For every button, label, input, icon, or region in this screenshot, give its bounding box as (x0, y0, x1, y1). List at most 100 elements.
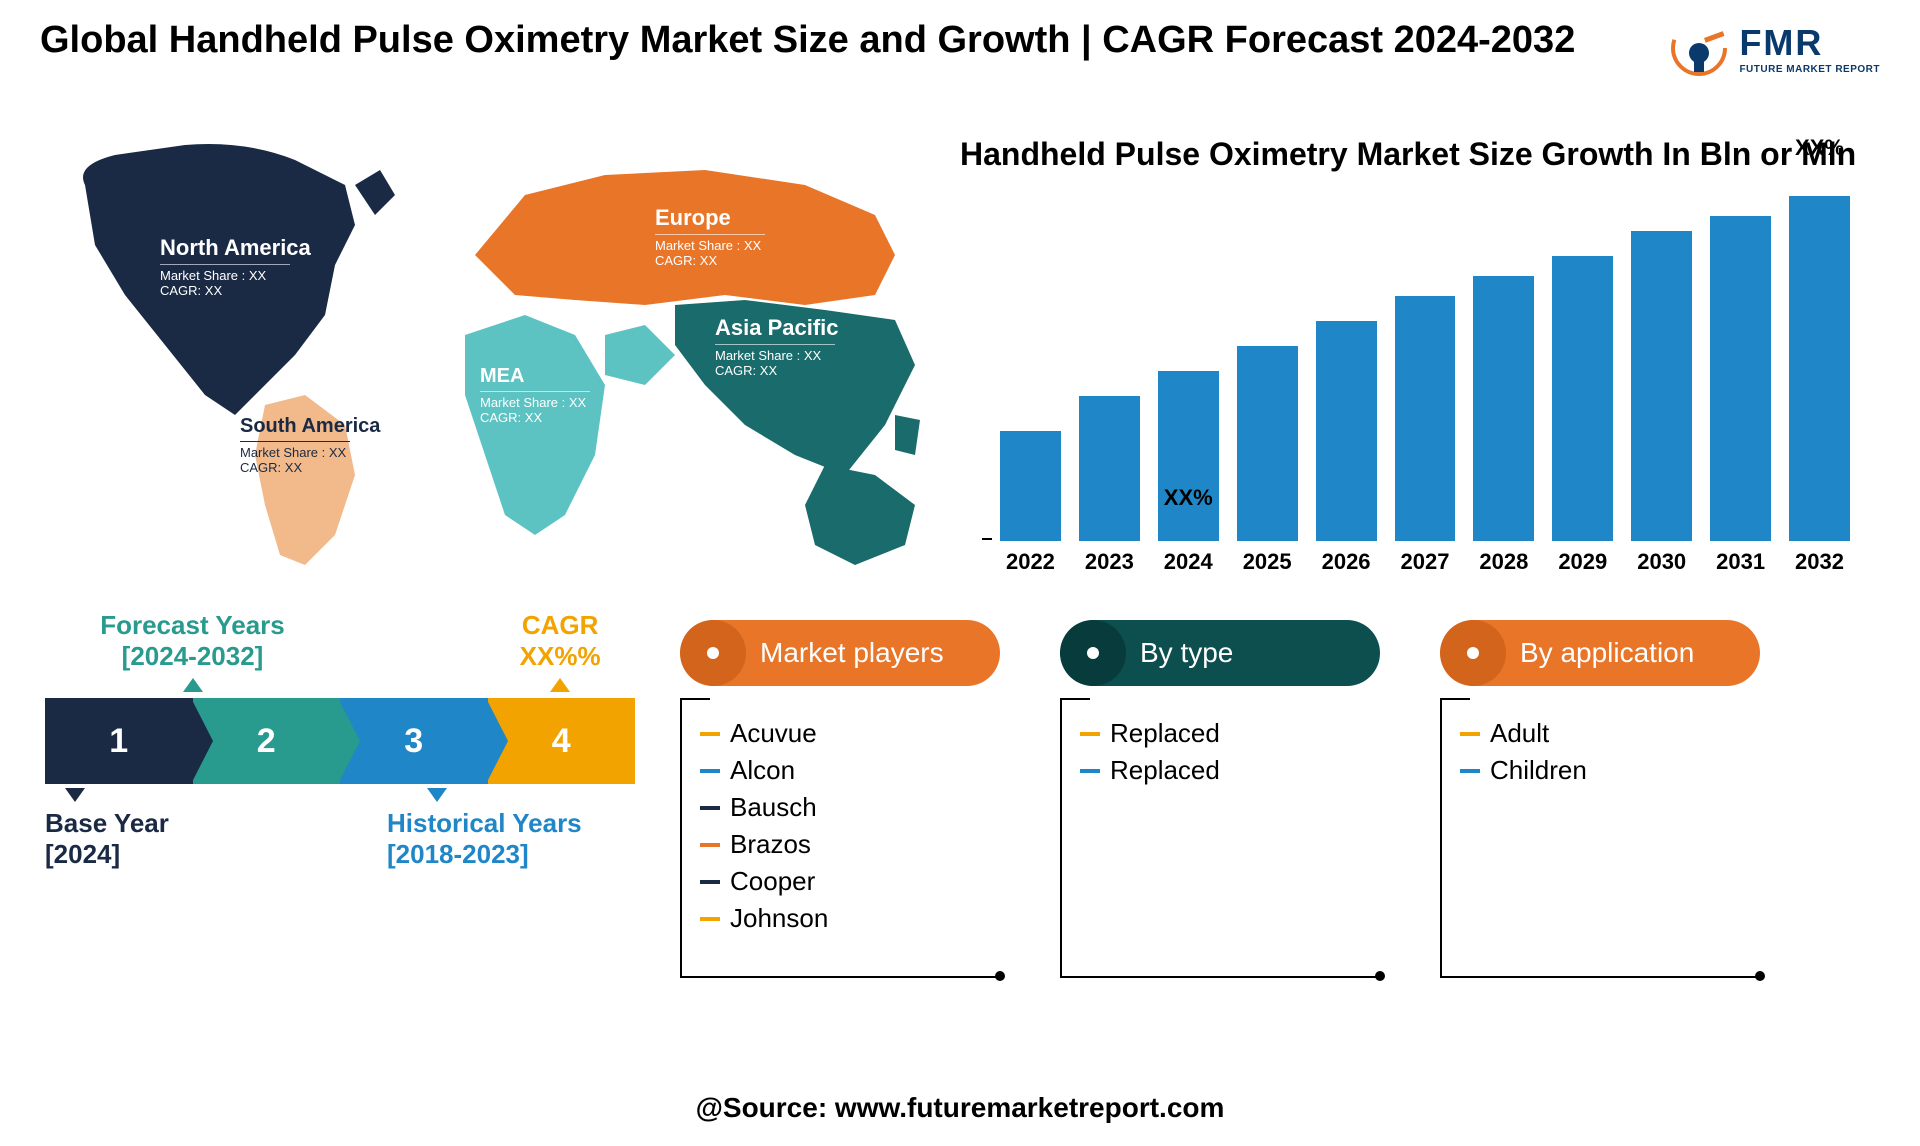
chevron-2: 2 (193, 698, 341, 784)
map-region-mea: MEA Market Share : XX CAGR: XX (480, 365, 590, 425)
segment-item-label: Johnson (730, 903, 828, 934)
chart-bar-label: 2028 (1479, 549, 1528, 575)
chart-bar-label: 2032 (1795, 549, 1844, 575)
region-share-ap: Market Share : XX (715, 348, 839, 363)
chart-bar-col: 2029 (1552, 256, 1613, 575)
dash-icon (700, 843, 720, 847)
segment-item: Adult (1460, 718, 1760, 749)
bullet-icon (1060, 620, 1126, 686)
chart-bar-col: 2027 (1395, 296, 1456, 575)
chart-bar (1316, 321, 1377, 541)
segment-item: Cooper (700, 866, 1000, 897)
chart-bar (1158, 371, 1219, 541)
chart-bar-label: 2031 (1716, 549, 1765, 575)
segment-header: By type (1060, 620, 1380, 686)
timeline-label-base: Base Year [2024] (45, 788, 216, 870)
timeline-infographic: Forecast Years [2024-2032] CAGR XX%% 1 2… (45, 610, 635, 870)
world-map: North America Market Share : XX CAGR: XX… (45, 135, 925, 575)
segment-item-label: Bausch (730, 792, 817, 823)
chart-bar (1079, 396, 1140, 541)
timeline-chevrons: 1 2 3 4 (45, 698, 635, 784)
region-share-eu: Market Share : XX (655, 238, 765, 253)
segment-item: Acuvue (700, 718, 1000, 749)
chart-bar-col: 2023 (1079, 396, 1140, 575)
bar-annotation: XX% (1795, 135, 1844, 188)
growth-bar-chart: Handheld Pulse Oximetry Market Size Grow… (960, 135, 1860, 575)
chevron-1: 1 (45, 698, 193, 784)
chart-bar-label: 2025 (1243, 549, 1292, 575)
dash-icon (1460, 769, 1480, 773)
segment-by-type: By type Replaced Replaced (1060, 620, 1380, 978)
segment-item: Brazos (700, 829, 1000, 860)
forecast-value: [2024-2032] (45, 641, 340, 672)
segment-item-label: Brazos (730, 829, 811, 860)
segment-item-label: Children (1490, 755, 1587, 786)
segment-item-label: Cooper (730, 866, 815, 897)
cagr-value: XX%% (495, 641, 625, 672)
chart-bar-col: 2025 (1237, 346, 1298, 575)
chart-bar (1631, 231, 1692, 541)
dash-icon (1080, 732, 1100, 736)
logo-text-sub: FUTURE MARKET REPORT (1739, 64, 1880, 75)
chart-bar-label: 2029 (1558, 549, 1607, 575)
segment-item-label: Adult (1490, 718, 1549, 749)
bullet-icon (680, 620, 746, 686)
base-value: [2024] (45, 839, 216, 870)
map-region-na: North America Market Share : XX CAGR: XX (160, 235, 311, 298)
chart-bars: 2022 2023 XX%2024 2025 2026 2027 2028 2029 2030 2… (1000, 215, 1850, 575)
dash-icon (700, 769, 720, 773)
chart-bar (1789, 196, 1850, 541)
chart-bar-col: 2022 (1000, 431, 1061, 575)
region-name-eu: Europe (655, 205, 731, 230)
segment-item: Replaced (1080, 755, 1380, 786)
chart-bar (1237, 346, 1298, 541)
chart-bar (1710, 216, 1771, 541)
chart-axis-tick (982, 538, 992, 540)
page-title: Global Handheld Pulse Oximetry Market Si… (40, 18, 1720, 64)
dash-icon (700, 732, 720, 736)
chart-bar-col: 2028 (1473, 276, 1534, 575)
region-cagr-eu: CAGR: XX (655, 253, 765, 268)
historical-value: [2018-2023] (387, 839, 615, 870)
triangle-icon (427, 788, 447, 802)
region-share-mea: Market Share : XX (480, 395, 590, 410)
triangle-icon (65, 788, 85, 802)
cagr-title: CAGR (495, 610, 625, 641)
region-cagr-ap: CAGR: XX (715, 363, 839, 378)
region-name-sa: South America (240, 415, 380, 437)
segment-title: By application (1506, 637, 1694, 669)
segment-title: By type (1126, 637, 1233, 669)
chart-bar-col: 2031 (1710, 216, 1771, 575)
dash-icon (700, 880, 720, 884)
segment-market-players: Market players AcuvueAlconBauschBrazosCo… (680, 620, 1000, 978)
bullet-icon (1440, 620, 1506, 686)
logo-text-main: FMR (1739, 22, 1880, 64)
timeline-label-historical: Historical Years [2018-2023] (387, 788, 615, 870)
segment-body: Replaced Replaced (1060, 698, 1380, 978)
forecast-title: Forecast Years (45, 610, 340, 641)
source-attribution: @Source: www.futuremarketreport.com (696, 1092, 1225, 1124)
chart-bar-col: 2030 (1631, 231, 1692, 575)
region-cagr-sa: CAGR: XX (240, 460, 380, 475)
region-cagr-mea: CAGR: XX (480, 410, 590, 425)
dash-icon (700, 806, 720, 810)
chart-title: Handheld Pulse Oximetry Market Size Grow… (960, 135, 1860, 173)
segment-header: By application (1440, 620, 1760, 686)
chart-bar (1473, 276, 1534, 541)
segment-item: Johnson (700, 903, 1000, 934)
segment-item-label: Replaced (1110, 718, 1220, 749)
timeline-label-cagr: CAGR XX%% (495, 610, 625, 692)
chevron-3: 3 (340, 698, 488, 784)
chart-bar-label: 2027 (1401, 549, 1450, 575)
region-name-na: North America (160, 235, 311, 260)
base-title: Base Year (45, 808, 216, 839)
map-region-sa: South America Market Share : XX CAGR: XX (240, 415, 380, 475)
dash-icon (700, 917, 720, 921)
chart-bar-col: XX%2032 (1789, 196, 1850, 575)
chart-bar-col: XX%2024 (1158, 371, 1219, 575)
chart-bar (1395, 296, 1456, 541)
segment-item: Children (1460, 755, 1760, 786)
chart-bar-label: 2023 (1085, 549, 1134, 575)
chart-bar-label: 2026 (1322, 549, 1371, 575)
map-region-ap: Asia Pacific Market Share : XX CAGR: XX (715, 315, 839, 378)
